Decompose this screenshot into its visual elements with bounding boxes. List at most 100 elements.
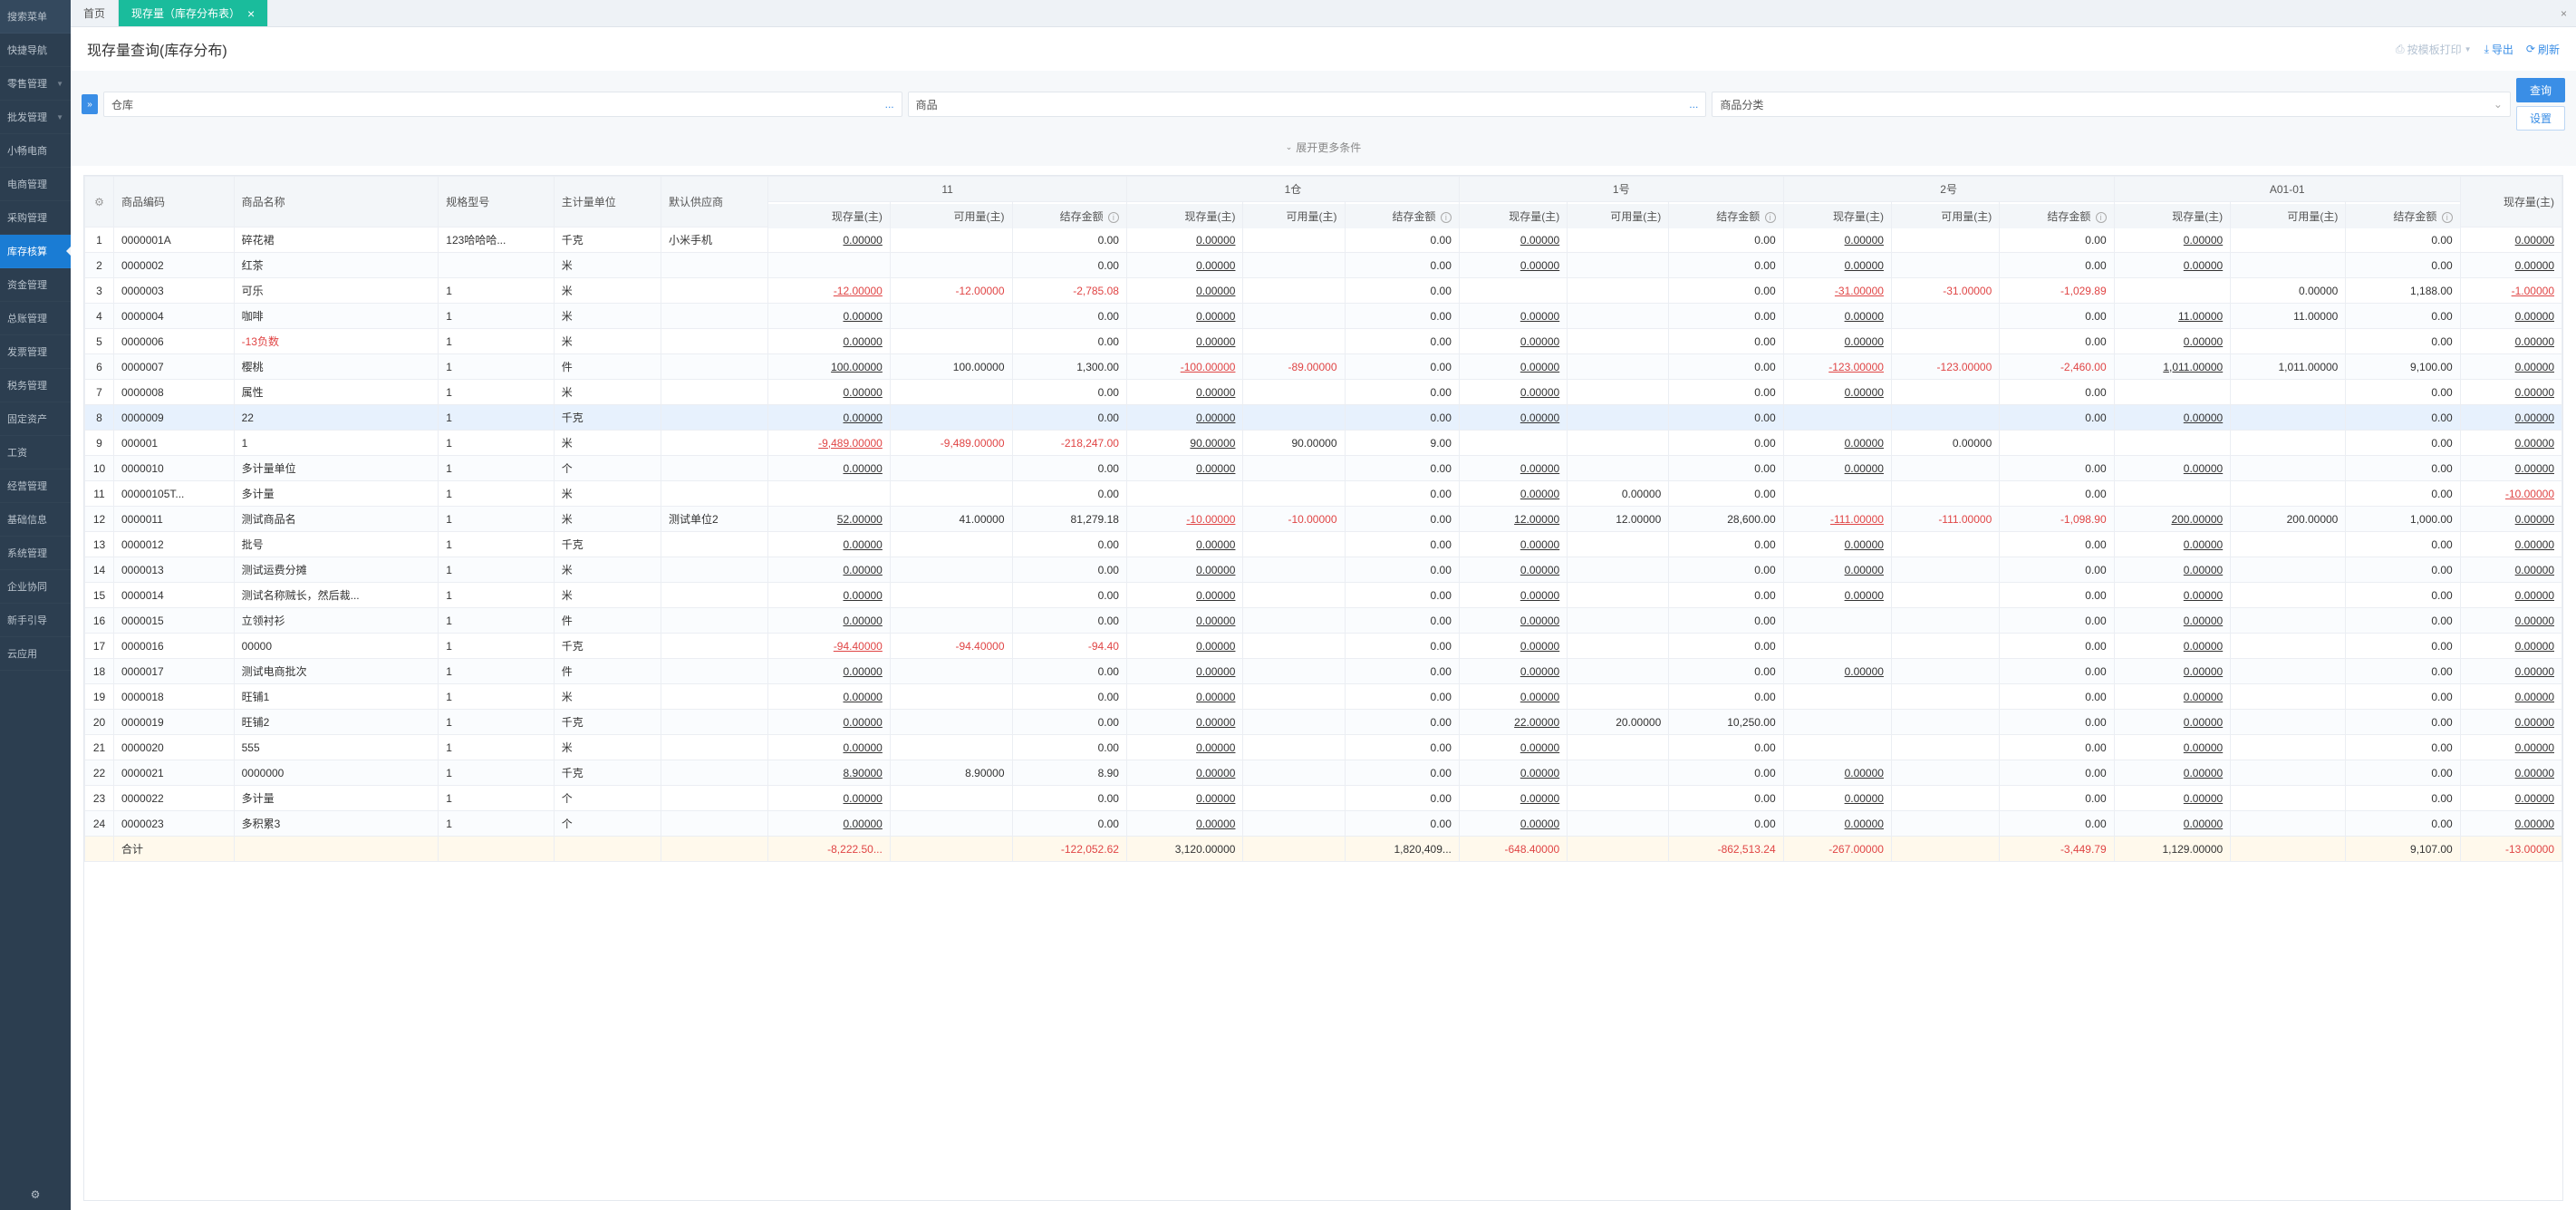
table-row[interactable]: 2100000205551米0.000000.000.000000.000.00… <box>85 735 2562 760</box>
cell-value[interactable]: -111.00000 <box>1830 513 1884 526</box>
cell-value[interactable]: 0.00000 <box>1520 640 1559 653</box>
cell-value[interactable]: 0.00000 <box>1845 589 1884 602</box>
cell-value[interactable]: 0.00000 <box>1196 259 1235 272</box>
cell-value[interactable]: 0.00000 <box>843 716 882 729</box>
cell-value[interactable]: 1,011.00000 <box>2163 361 2223 373</box>
col-group-header[interactable]: 2号 <box>1783 177 2114 202</box>
cell-value[interactable]: 0.00000 <box>1520 386 1559 399</box>
col-group-header[interactable]: 1仓 <box>1126 177 1459 202</box>
cell-value[interactable]: 0.00000 <box>2515 792 2554 805</box>
cell-value[interactable]: 0.00000 <box>1196 716 1235 729</box>
cell-value[interactable]: 0.00000 <box>1520 589 1559 602</box>
cell-value[interactable]: 200.00000 <box>2171 513 2223 526</box>
tabs-close-all[interactable]: × <box>2552 0 2576 26</box>
cell-value[interactable]: 8.90000 <box>843 767 882 779</box>
cell-value[interactable]: 0.00000 <box>2184 640 2223 653</box>
cell-value[interactable]: 0.00000 <box>1196 792 1235 805</box>
cell-value[interactable]: 0.00000 <box>2515 615 2554 627</box>
cell-value[interactable]: 0.00000 <box>1520 818 1559 830</box>
sidebar-item-19[interactable]: 云应用 <box>0 637 71 671</box>
cell-value[interactable]: 0.00000 <box>2184 665 2223 678</box>
cell-value[interactable]: 0.00000 <box>1196 665 1235 678</box>
cell-value[interactable]: 0.00000 <box>1196 538 1235 551</box>
cell-value[interactable]: 0.00000 <box>843 792 882 805</box>
cell-value[interactable]: 0.00000 <box>2184 741 2223 754</box>
cell-value[interactable]: 0.00000 <box>1196 767 1235 779</box>
cell-value[interactable]: 0.00000 <box>843 818 882 830</box>
cell-value[interactable]: 0.00000 <box>1196 741 1235 754</box>
sidebar-item-3[interactable]: 批发管理▼ <box>0 101 71 134</box>
cell-value[interactable]: 0.00000 <box>843 691 882 703</box>
cell-value[interactable]: 0.00000 <box>843 589 882 602</box>
template-print-link[interactable]: ⎙ 按模板打印 ▼ <box>2396 42 2472 57</box>
sidebar-item-9[interactable]: 总账管理 <box>0 302 71 335</box>
cell-value[interactable]: 0.00000 <box>1520 361 1559 373</box>
cell-value[interactable]: 0.00000 <box>2515 437 2554 450</box>
cell-value[interactable]: 0.00000 <box>1520 335 1559 348</box>
expand-filters[interactable]: ⌄ 展开更多条件 <box>82 136 2565 159</box>
cell-value[interactable]: 0.00000 <box>2515 513 2554 526</box>
cell-value[interactable]: 0.00000 <box>843 335 882 348</box>
cell-value[interactable]: -10.00000 <box>2505 488 2554 500</box>
table-row[interactable]: 160000015立领衬衫1件0.000000.000.000000.000.0… <box>85 608 2562 634</box>
cell-value[interactable]: 0.00000 <box>1845 437 1884 450</box>
table-row[interactable]: 180000017测试电商批次1件0.000000.000.000000.000… <box>85 659 2562 684</box>
cell-value[interactable]: 0.00000 <box>2184 462 2223 475</box>
cell-value[interactable]: 0.00000 <box>2184 234 2223 247</box>
filter-product[interactable]: 商品 ... <box>908 92 1707 117</box>
cell-value[interactable]: 0.00000 <box>1845 259 1884 272</box>
cell-value[interactable]: 0.00000 <box>1196 285 1235 297</box>
cell-value[interactable]: 0.00000 <box>1520 792 1559 805</box>
sidebar-item-5[interactable]: 电商管理 <box>0 168 71 201</box>
cell-value[interactable]: 0.00000 <box>1845 792 1884 805</box>
cell-value[interactable]: 0.00000 <box>1845 665 1884 678</box>
cell-value[interactable]: 0.00000 <box>2515 665 2554 678</box>
cell-value[interactable]: 0.00000 <box>1196 589 1235 602</box>
cell-value[interactable]: 0.00000 <box>1196 818 1235 830</box>
cell-value[interactable]: -123.00000 <box>1828 361 1884 373</box>
cell-value[interactable]: 0.00000 <box>2515 361 2554 373</box>
sidebar-item-4[interactable]: 小畅电商 <box>0 134 71 168</box>
cell-value[interactable]: 0.00000 <box>1845 335 1884 348</box>
cell-value[interactable]: 52.00000 <box>837 513 883 526</box>
refresh-link[interactable]: ⟳ 刷新 <box>2526 42 2560 57</box>
cell-value[interactable]: -1.00000 <box>2512 285 2554 297</box>
info-icon[interactable]: i <box>1441 212 1452 223</box>
sidebar-item-8[interactable]: 资金管理 <box>0 268 71 302</box>
cell-value[interactable]: 0.00000 <box>2184 411 2223 424</box>
col-header[interactable]: 规格型号 <box>439 177 554 227</box>
sidebar-item-16[interactable]: 系统管理 <box>0 537 71 570</box>
cell-value[interactable]: 0.00000 <box>1196 411 1235 424</box>
cell-value[interactable]: 0.00000 <box>1196 234 1235 247</box>
col-header[interactable]: 结存金额 i <box>1669 203 1783 228</box>
tab-1[interactable]: 现存量（库存分布表）× <box>119 0 268 26</box>
cell-value[interactable]: 0.00000 <box>1196 462 1235 475</box>
export-link[interactable]: ⤓ 导出 <box>2484 42 2513 57</box>
cell-value[interactable]: 0.00000 <box>2515 741 2554 754</box>
col-header[interactable]: 现存量(主) <box>1126 203 1243 228</box>
cell-value[interactable]: 0.00000 <box>1520 538 1559 551</box>
sidebar-item-13[interactable]: 工资 <box>0 436 71 469</box>
cell-value[interactable]: -94.40000 <box>834 640 883 653</box>
cell-value[interactable]: 0.00000 <box>1520 665 1559 678</box>
filter-product-more[interactable]: ... <box>1689 98 1698 111</box>
sidebar-item-6[interactable]: 采购管理 <box>0 201 71 235</box>
table-row[interactable]: 80000009221千克0.000000.000.000000.000.000… <box>85 405 2562 431</box>
sidebar-settings[interactable]: ⚙ <box>0 1179 71 1210</box>
cell-value[interactable]: 0.00000 <box>1520 488 1559 500</box>
cell-value[interactable]: 0.00000 <box>2184 564 2223 576</box>
col-header[interactable]: 现存量(主) <box>2114 203 2231 228</box>
table-row[interactable]: 900000111米-9,489.00000-9,489.00000-218,2… <box>85 431 2562 456</box>
cell-value[interactable]: 0.00000 <box>2184 691 2223 703</box>
chevron-down-icon[interactable]: ⌄ <box>2494 98 2503 111</box>
cell-value[interactable]: 0.00000 <box>2184 589 2223 602</box>
col-header[interactable]: 现存量(主) <box>768 203 891 228</box>
cell-value[interactable]: 0.00000 <box>2184 615 2223 627</box>
sidebar-item-7[interactable]: 库存核算 <box>0 235 71 268</box>
cell-value[interactable]: -31.00000 <box>1835 285 1884 297</box>
cell-value[interactable]: 0.00000 <box>843 665 882 678</box>
col-header[interactable]: 默认供应商 <box>661 177 767 227</box>
sidebar-item-10[interactable]: 发票管理 <box>0 335 71 369</box>
col-header[interactable]: 结存金额 i <box>1012 203 1126 228</box>
cell-value[interactable]: 0.00000 <box>2184 716 2223 729</box>
